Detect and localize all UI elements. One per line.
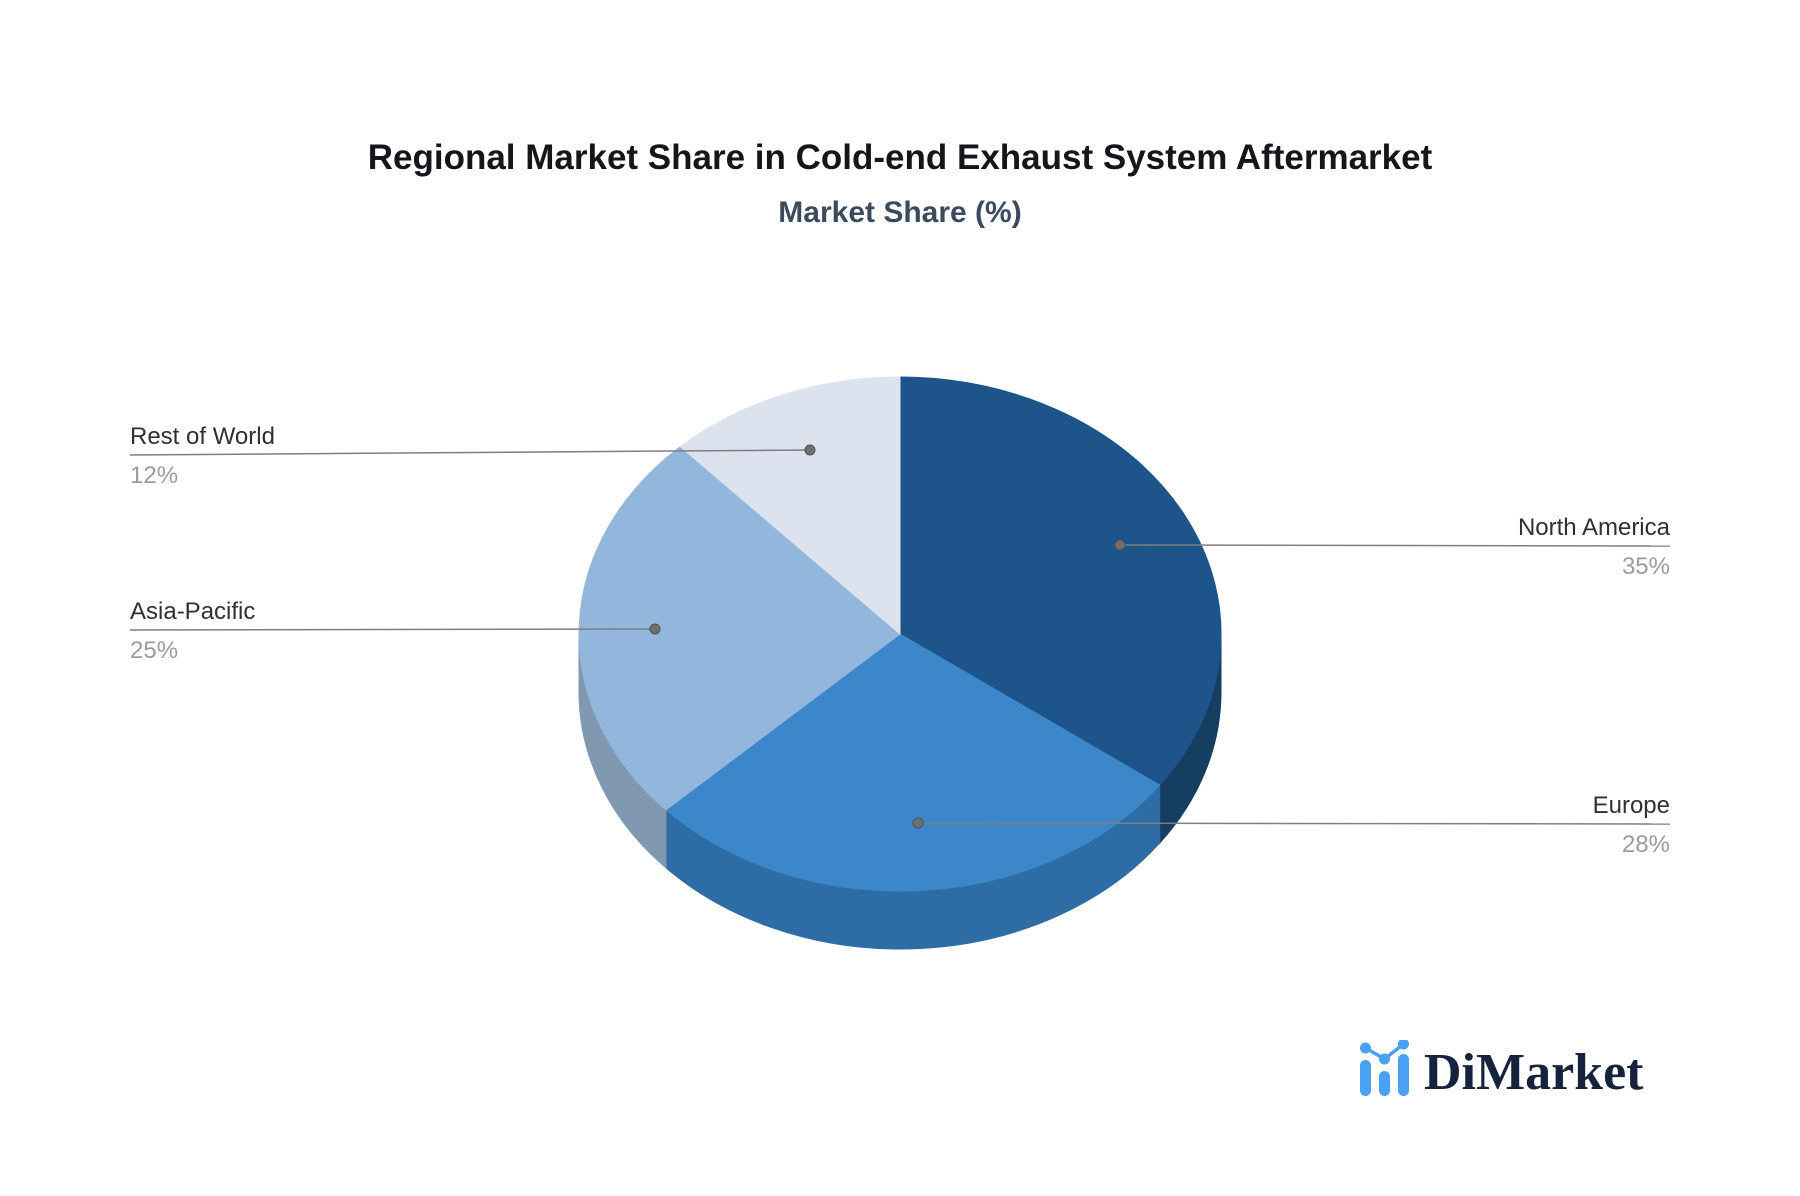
leader-dot xyxy=(649,623,661,635)
slice-label-name: Rest of World xyxy=(130,423,275,450)
leader-dot xyxy=(804,444,816,456)
leader-dot xyxy=(1114,539,1126,551)
pie-slice-europe[interactable] xyxy=(665,633,1161,892)
slice-label-name: Asia-Pacific xyxy=(130,598,256,625)
leader-line xyxy=(917,822,1671,825)
logo-text: DiMarket xyxy=(1424,1044,1644,1101)
slice-label-value: 28% xyxy=(1621,831,1670,858)
slice-label-name: Europe xyxy=(1592,792,1670,819)
leader-line xyxy=(129,628,656,631)
slice-label-name: North America xyxy=(1517,514,1670,541)
leader-line xyxy=(1119,544,1671,547)
chart-title: Regional Market Share in Cold-end Exhaus… xyxy=(367,138,1433,177)
slice-label-value: 35% xyxy=(1621,553,1670,580)
pie-slice-rest-of-world[interactable] xyxy=(679,376,901,636)
slice-label-value: 12% xyxy=(130,462,179,489)
pie-slice-north-america[interactable] xyxy=(899,376,1222,786)
leader-dot xyxy=(912,817,924,829)
dimarket-logo: DiMarket xyxy=(1354,1034,1644,1104)
chart-subtitle: Market Share (%) xyxy=(778,196,1022,229)
slice-label-value: 25% xyxy=(130,637,179,664)
bar-chart-trend-icon xyxy=(1360,1040,1409,1096)
pie-slice-asia-pacific[interactable] xyxy=(578,446,901,811)
leader-line xyxy=(129,449,811,456)
